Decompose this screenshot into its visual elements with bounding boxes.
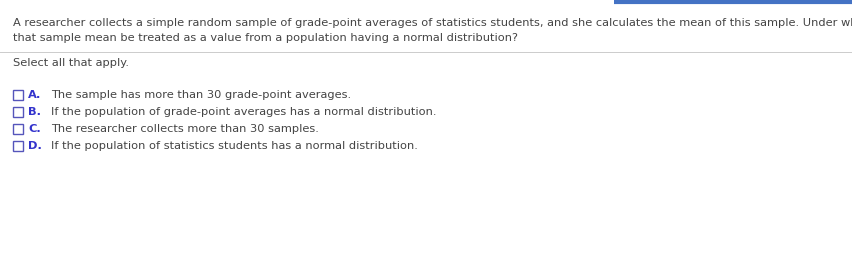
Bar [13, 141, 23, 151]
Bar [13, 107, 23, 117]
Text: B.: B. [28, 107, 41, 117]
Text: Select all that apply.: Select all that apply. [13, 58, 129, 68]
Text: D.: D. [28, 141, 42, 151]
Text: A researcher collects a simple random sample of grade-point averages of statisti: A researcher collects a simple random sa… [13, 18, 852, 28]
Bar [13, 124, 23, 134]
Text: The researcher collects more than 30 samples.: The researcher collects more than 30 sam… [51, 124, 319, 134]
Text: The sample has more than 30 grade-point averages.: The sample has more than 30 grade-point … [51, 90, 351, 100]
Text: If the population of grade-point averages has a normal distribution.: If the population of grade-point average… [51, 107, 436, 117]
Text: that sample mean be treated as a value from a population having a normal distrib: that sample mean be treated as a value f… [13, 33, 517, 43]
Text: If the population of statistics students has a normal distribution.: If the population of statistics students… [51, 141, 417, 151]
Text: C.: C. [28, 124, 41, 134]
Text: A.: A. [28, 90, 42, 100]
Bar [13, 90, 23, 100]
